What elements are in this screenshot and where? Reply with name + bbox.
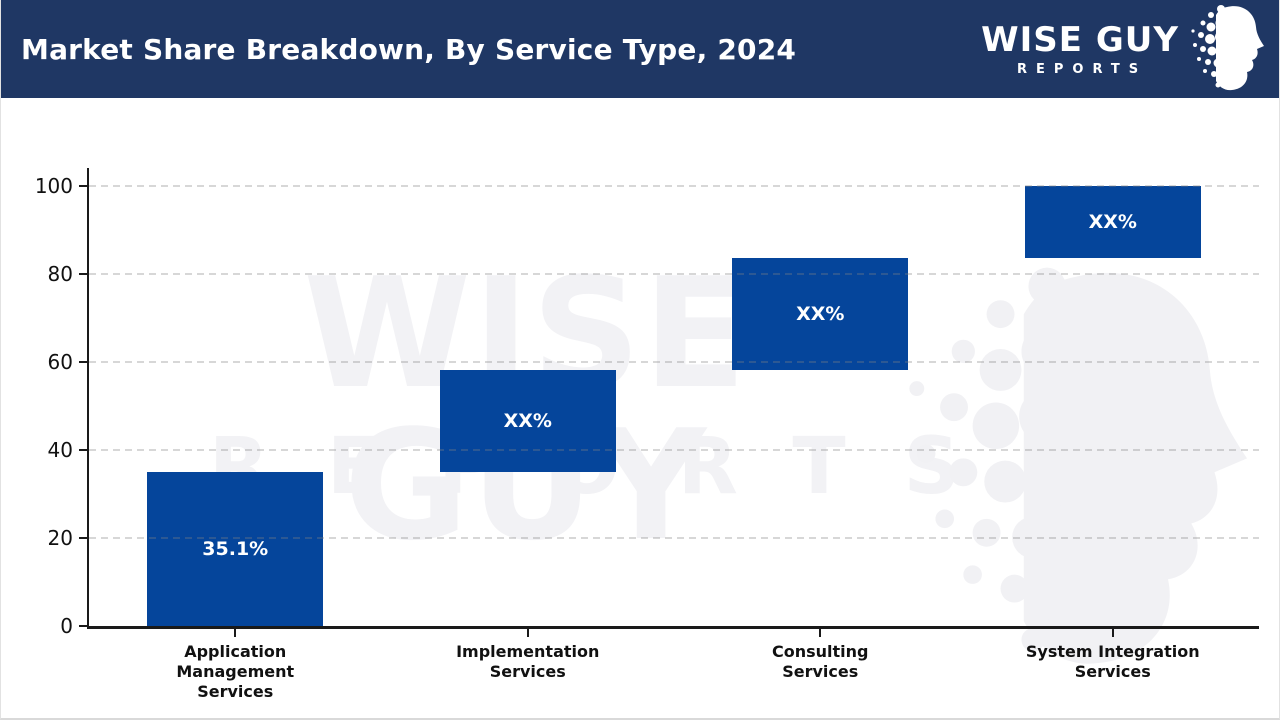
gridline [89,273,1259,275]
y-tick [79,625,87,627]
y-tick-label: 80 [47,262,73,286]
logo-head-icon [1181,1,1267,97]
x-tick [526,629,529,637]
bar-value-label: 35.1% [202,537,269,560]
bar: XX% [1024,186,1201,258]
watermark-head-icon [861,228,1261,702]
y-tick [79,537,87,539]
gridline [89,449,1259,451]
category-label: System Integration Services [1025,642,1200,681]
y-tick-label: 20 [47,526,73,550]
bar: XX% [732,257,909,370]
gridline [89,537,1259,539]
page-title: Market Share Breakdown, By Service Type,… [21,32,797,66]
gridline [89,361,1259,363]
y-tick-label: 0 [60,614,73,638]
x-axis [87,626,1259,629]
bar-value-label: XX% [796,302,845,325]
y-tick-label: 40 [47,438,73,462]
logo-subtitle: REPORTS [1017,61,1148,77]
category-label: Application Management Services [176,642,295,701]
logo-text: WISE GUY REPORTS [981,23,1179,76]
gridline [89,185,1259,187]
x-tick [1111,629,1114,637]
y-axis [87,168,89,628]
y-tick [79,361,87,363]
x-tick [819,629,822,637]
y-tick [79,273,87,275]
category-label: Implementation Services [456,642,600,681]
bar: 35.1% [147,471,324,626]
y-tick-label: 60 [47,350,73,374]
header-bar: Market Share Breakdown, By Service Type,… [1,0,1279,98]
bar-value-label: XX% [503,409,552,432]
wiseguy-logo: WISE GUY REPORTS [981,1,1279,97]
y-tick [79,449,87,451]
y-tick-label: 100 [34,174,73,198]
chart-canvas: WISE GUY REPORTS 35.1%XX%XX%XX%020406080… [1,98,1279,718]
y-tick [79,185,87,187]
x-tick [234,629,237,637]
logo-wordmark: WISE GUY [981,19,1179,60]
bar-value-label: XX% [1088,210,1137,233]
category-label: Consulting Services [772,642,869,681]
bar: XX% [439,369,616,472]
